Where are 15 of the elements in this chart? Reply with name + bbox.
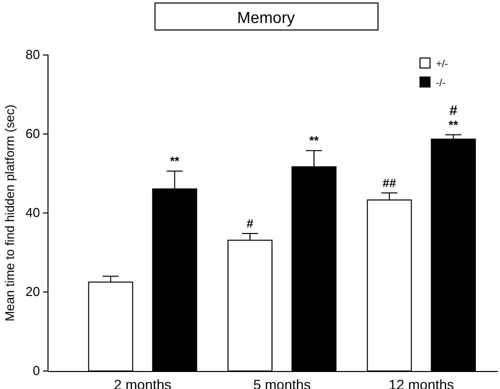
y-tick-label: 0 (32, 363, 40, 378)
y-tick-label: 20 (26, 284, 40, 300)
y-tick-label: 60 (26, 126, 40, 142)
chart-title: Memory (237, 10, 295, 27)
annotation: ## (382, 176, 396, 190)
annotation: ** (170, 154, 180, 168)
y-tick-label: 40 (26, 205, 40, 220)
annotation: # (246, 216, 254, 231)
y-axis-title: Mean time to find hidden platform (sec) (3, 104, 17, 322)
annotation: ** (309, 134, 319, 148)
legend-label: -/- (436, 78, 446, 89)
legend-label: +/- (436, 59, 448, 70)
y-tick-label: 80 (26, 47, 40, 62)
annotation: ** (448, 118, 458, 132)
annotation: # (449, 102, 458, 118)
